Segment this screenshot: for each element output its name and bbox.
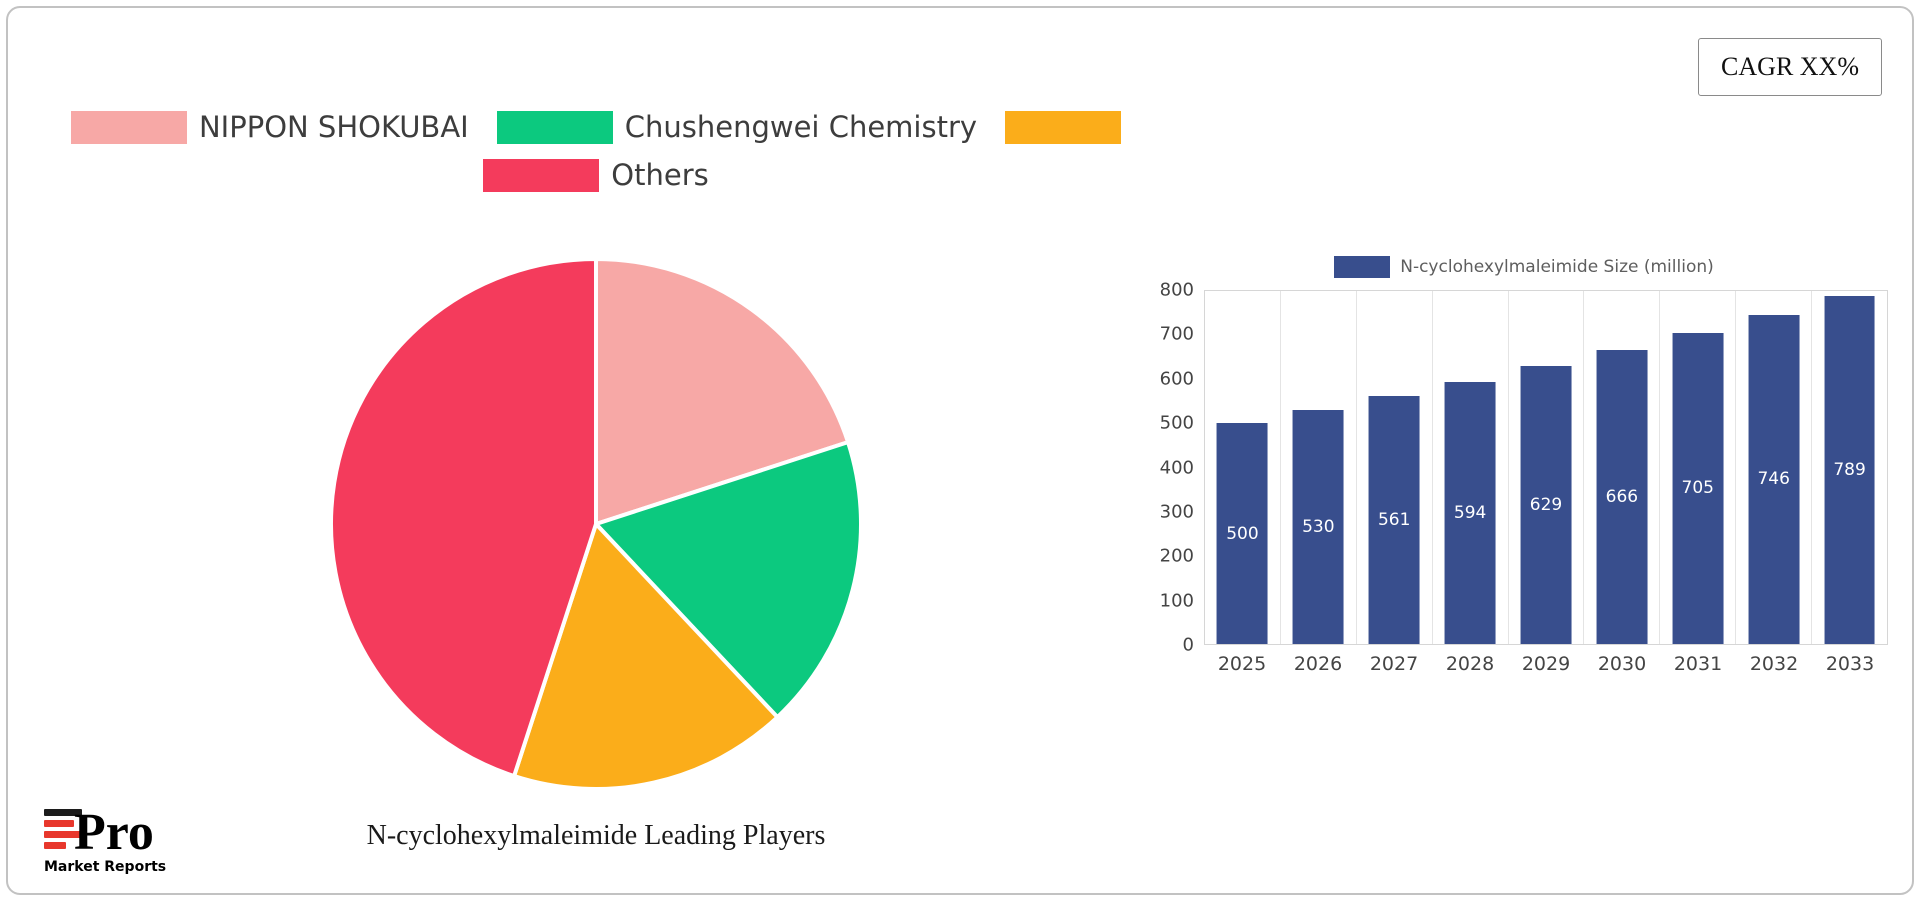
cagr-badge: CAGR XX% <box>1698 38 1882 96</box>
legend-item <box>1005 110 1122 144</box>
y-axis-tick-label: 300 <box>1159 501 1194 523</box>
logo-bars-icon <box>44 809 82 849</box>
y-axis-tick-label: 200 <box>1159 545 1194 567</box>
cagr-label: CAGR XX% <box>1721 52 1859 81</box>
legend-label: NIPPON SHOKUBAI <box>198 110 469 144</box>
pie-chart-title: N-cyclohexylmaleimide Leading Players <box>366 820 826 851</box>
bar-legend-label: N-cyclohexylmaleimide Size (million) <box>1400 257 1714 277</box>
legend-label: Chushengwei Chemistry <box>624 110 978 144</box>
x-axis-label: 2031 <box>1673 653 1723 675</box>
legend-item: Others <box>483 158 709 192</box>
bar-value-label: 666 <box>1605 487 1639 508</box>
bar-cell: 666 <box>1583 291 1659 644</box>
bar-2025: 500 <box>1216 423 1268 644</box>
y-axis-tick-label: 800 <box>1159 279 1194 301</box>
bar-2026: 530 <box>1292 410 1344 644</box>
pie-chart <box>329 257 863 791</box>
bar-cell: 530 <box>1279 291 1356 644</box>
bar-2027: 561 <box>1368 396 1420 644</box>
y-axis-tick-label: 600 <box>1159 368 1194 390</box>
x-axis-label: 2030 <box>1597 653 1647 675</box>
x-axis-label: 2028 <box>1445 653 1495 675</box>
y-axis-tick-label: 0 <box>1182 634 1194 656</box>
logo-top: Pro <box>44 803 166 861</box>
pie-legend-row: Others <box>71 158 1121 192</box>
pie-slice-nippon-shokubai <box>594 257 851 526</box>
bar-legend: N-cyclohexylmaleimide Size (million) <box>1158 256 1890 278</box>
y-axis-tick-label: 500 <box>1159 412 1194 434</box>
pie-slice-unlabeled <box>512 522 780 791</box>
logo-subtitle: Market Reports <box>44 859 167 875</box>
bar-legend-swatch-icon <box>1334 256 1391 278</box>
legend-swatch-icon <box>496 110 613 144</box>
legend-swatch-icon <box>70 110 187 144</box>
bar-2032: 746 <box>1748 314 1800 644</box>
legend-swatch-icon <box>1005 110 1122 144</box>
x-axis-label: 2029 <box>1521 653 1571 675</box>
bar-cell: 746 <box>1735 291 1811 644</box>
y-axis-tick-label: 700 <box>1159 323 1194 345</box>
bar-value-label: 530 <box>1302 517 1335 538</box>
bar-value-label: 789 <box>1833 459 1866 480</box>
bar-cell: 705 <box>1659 291 1735 644</box>
bar-value-label: 561 <box>1377 510 1411 531</box>
bar-2030: 666 <box>1596 350 1648 644</box>
pie-chart-section: NIPPON SHOKUBAI Chushengwei Chemistry Othe… <box>70 110 1122 852</box>
bar-cell: 594 <box>1431 291 1508 644</box>
report-card: CAGR XX% NIPPON SHOKUBAI Chushengwei Chem… <box>6 6 1914 895</box>
x-axis-label: 2033 <box>1825 653 1875 675</box>
bar-2031: 705 <box>1672 332 1724 644</box>
bar-2029: 629 <box>1520 366 1572 644</box>
x-axis-label: 2032 <box>1749 653 1799 675</box>
y-axis-tick-label: 100 <box>1159 590 1194 612</box>
bar-plot: 500 530 561 594 629 666 705 746 789 <box>1204 290 1888 645</box>
x-axis-label: 2025 <box>1217 653 1267 675</box>
x-axis-label: 2027 <box>1369 653 1419 675</box>
bar-value-label: 705 <box>1681 478 1714 499</box>
bar-2033: 789 <box>1824 295 1876 644</box>
bar-value-label: 594 <box>1453 502 1487 523</box>
pie-slice-chushengwei-chemistry <box>594 440 863 720</box>
bar-cell: 789 <box>1811 291 1887 644</box>
bar-cell: 500 <box>1205 291 1280 644</box>
logo-text: Pro <box>74 803 154 861</box>
bar-cell: 629 <box>1507 291 1584 644</box>
bar-value-label: 500 <box>1226 523 1259 544</box>
bar-cell: 561 <box>1355 291 1432 644</box>
pie-slice-others <box>329 257 598 779</box>
bar-chart-section: N-cyclohexylmaleimide Size (million) 0 10… <box>1158 256 1890 675</box>
legend-item: NIPPON SHOKUBAI <box>70 110 469 144</box>
bar-value-label: 746 <box>1757 469 1790 490</box>
bar-value-label: 629 <box>1529 495 1563 516</box>
pie-legend-row: NIPPON SHOKUBAI Chushengwei Chemistry <box>70 110 1122 144</box>
bar-x-axis: 2025 2026 2027 2028 2029 2030 2031 2032 2033 <box>1204 653 1888 675</box>
legend-swatch-icon <box>483 158 600 192</box>
bar-chart: 0 100 200 300 400 500 600 700 800 500 530 561 594 62… <box>1158 280 1890 675</box>
logo: Pro Market Reports <box>44 803 167 875</box>
legend-item: Chushengwei Chemistry <box>496 110 978 144</box>
bar-plot-wrap: 500 530 561 594 629 666 705 746 789 2025 2026 2027… <box>1204 290 1890 675</box>
bar-2028: 594 <box>1444 381 1496 644</box>
y-axis-tick-label: 400 <box>1159 457 1194 478</box>
pie-legend: NIPPON SHOKUBAI Chushengwei Chemistry Othe… <box>70 110 1122 206</box>
legend-label: Others <box>611 158 709 192</box>
x-axis-label: 2026 <box>1293 653 1343 675</box>
bar-y-axis: 0 100 200 300 400 500 600 700 800 <box>1158 280 1204 656</box>
